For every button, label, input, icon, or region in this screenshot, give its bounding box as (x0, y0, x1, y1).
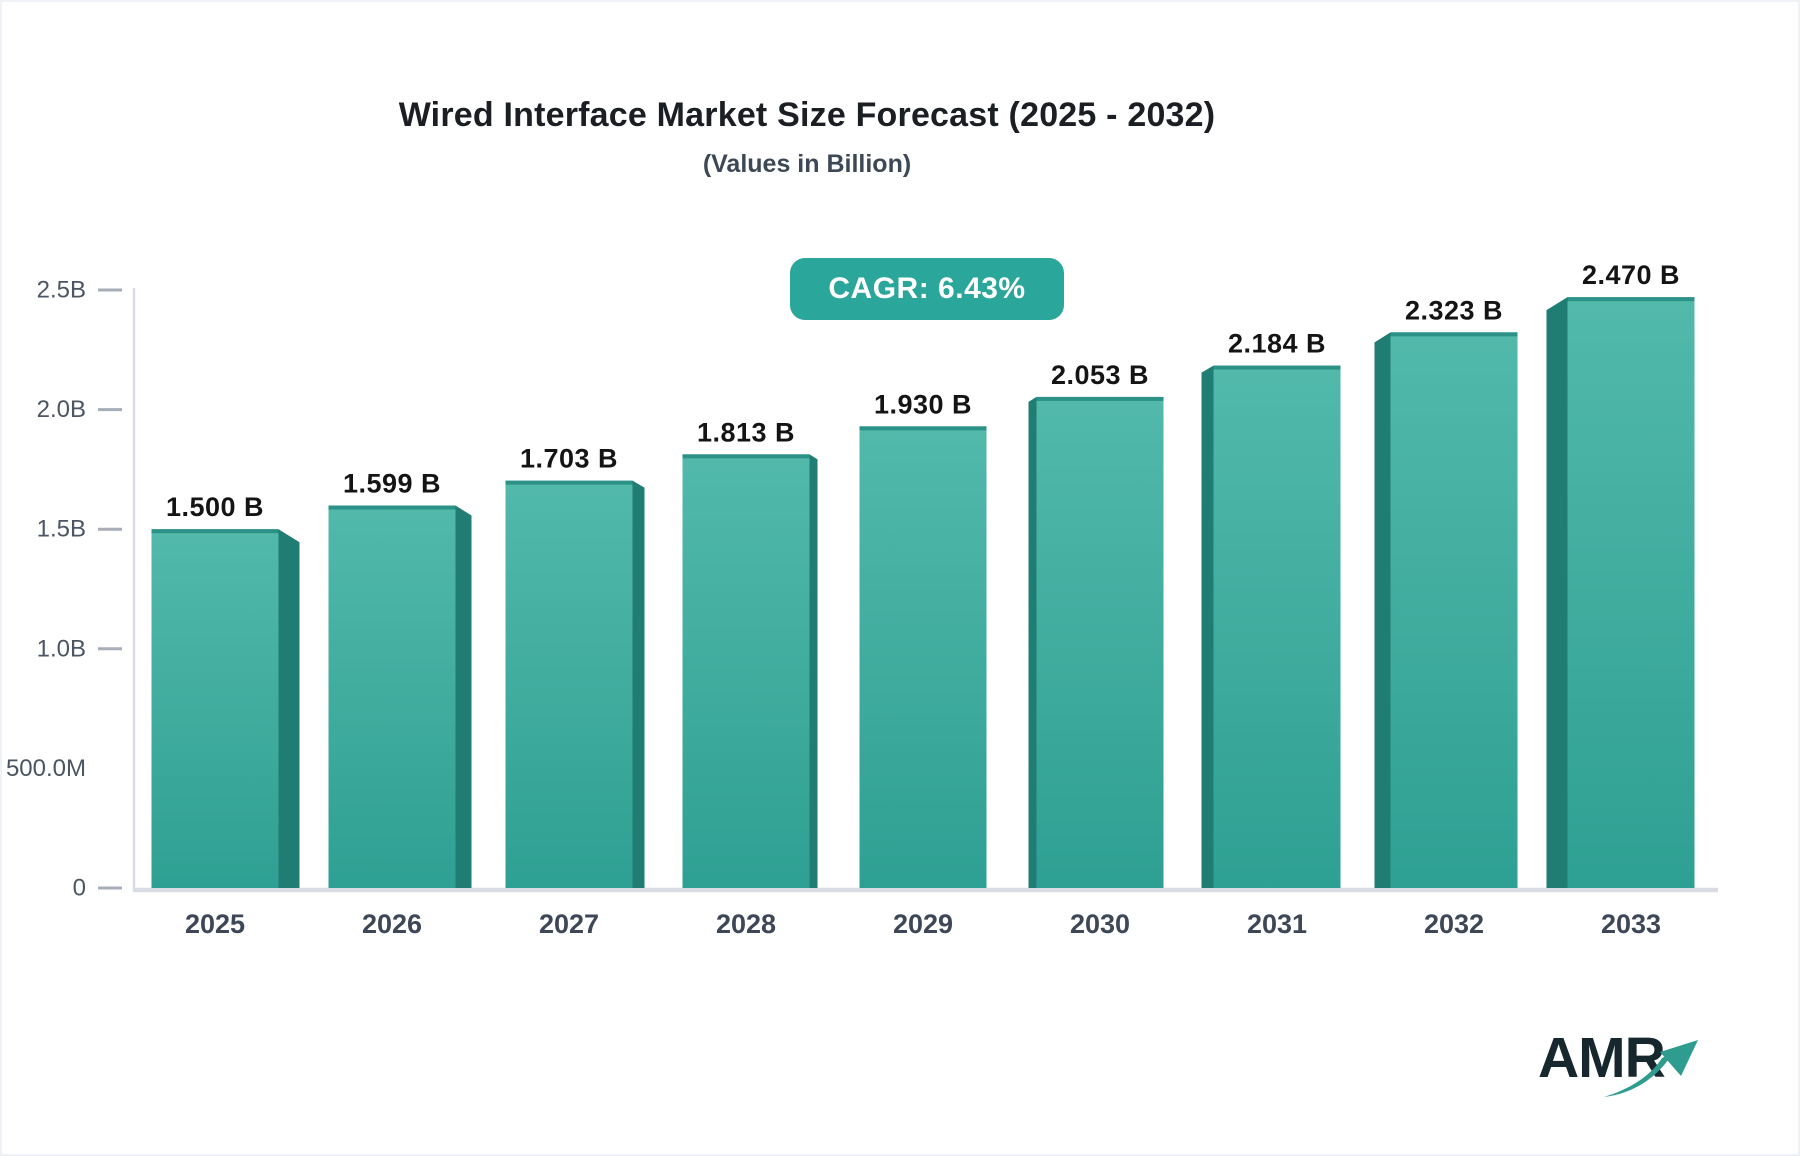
bar-value-label: 2.323 B (1405, 295, 1503, 325)
bar-top-edge (859, 426, 987, 431)
cagr-badge-label: CAGR: 6.43% (828, 272, 1026, 305)
bar-2027[interactable] (505, 480, 633, 888)
bar-side-2028[interactable] (809, 454, 818, 888)
brand-logo: AMR (1538, 1030, 1768, 1120)
bar-top-edge (1390, 332, 1518, 337)
x-axis-label-2033: 2033 (1601, 909, 1661, 939)
x-axis-label-2031: 2031 (1247, 909, 1307, 939)
bar-value-label: 2.184 B (1228, 329, 1326, 359)
bar-value-label: 2.053 B (1051, 360, 1149, 390)
bar-2031[interactable] (1213, 365, 1341, 889)
bar-side-2031[interactable] (1201, 365, 1214, 889)
chart-title: Wired Interface Market Size Forecast (20… (398, 96, 1216, 134)
bar-value-label: 1.813 B (697, 417, 795, 447)
bar-value-label: 1.703 B (520, 444, 618, 474)
y-axis-tick-label: 2.5B (37, 277, 86, 304)
x-axis-label-2025: 2025 (185, 909, 245, 939)
y-axis-tick-label: 2.0B (37, 396, 86, 423)
brand-logo-text: AMR (1538, 1026, 1666, 1090)
y-axis-tick-label: 500.0M (6, 755, 86, 782)
y-axis-tick-label: 1.5B (37, 516, 86, 543)
y-axis-tick-label: 1.0B (37, 635, 86, 662)
bar-value-label: 1.930 B (874, 389, 972, 419)
bar-2028[interactable] (682, 454, 810, 888)
bar-top-edge (151, 529, 279, 534)
bar-side-2026[interactable] (455, 505, 472, 888)
bar-top-edge (328, 505, 456, 510)
x-axis-label-2028: 2028 (716, 909, 776, 939)
bar-2026[interactable] (328, 505, 456, 888)
y-axis-tick-label: 0 (73, 875, 86, 902)
x-axis-label-2030: 2030 (1070, 909, 1130, 939)
x-axis-label-2027: 2027 (539, 909, 599, 939)
x-axis-label-2029: 2029 (893, 909, 953, 939)
bar-2025[interactable] (151, 529, 279, 888)
bar-top-edge (1036, 396, 1164, 401)
bar-2033[interactable] (1567, 297, 1695, 888)
bar-top-edge (682, 454, 810, 459)
bar-2030[interactable] (1036, 396, 1164, 888)
bar-side-2033[interactable] (1546, 297, 1568, 888)
bar-2029[interactable] (859, 426, 987, 888)
bar-top-edge (505, 480, 633, 485)
bar-top-edge (1567, 297, 1695, 302)
x-axis-label-2026: 2026 (362, 909, 422, 939)
chart-subtitle: (Values in Billion) (702, 150, 912, 178)
bar-side-2030[interactable] (1028, 396, 1037, 888)
x-axis-label-2032: 2032 (1424, 909, 1484, 939)
bar-value-label: 1.599 B (343, 469, 441, 499)
bar-side-2032[interactable] (1374, 332, 1391, 889)
bar-value-label: 1.500 B (166, 492, 264, 522)
bar-top-edge (1213, 365, 1341, 370)
bar-2032[interactable] (1390, 332, 1518, 889)
bar-side-2025[interactable] (278, 529, 300, 888)
bar-side-2027[interactable] (632, 480, 645, 888)
cagr-badge: CAGR: 6.43% (790, 258, 1064, 320)
bar-value-label: 2.470 B (1582, 260, 1680, 290)
